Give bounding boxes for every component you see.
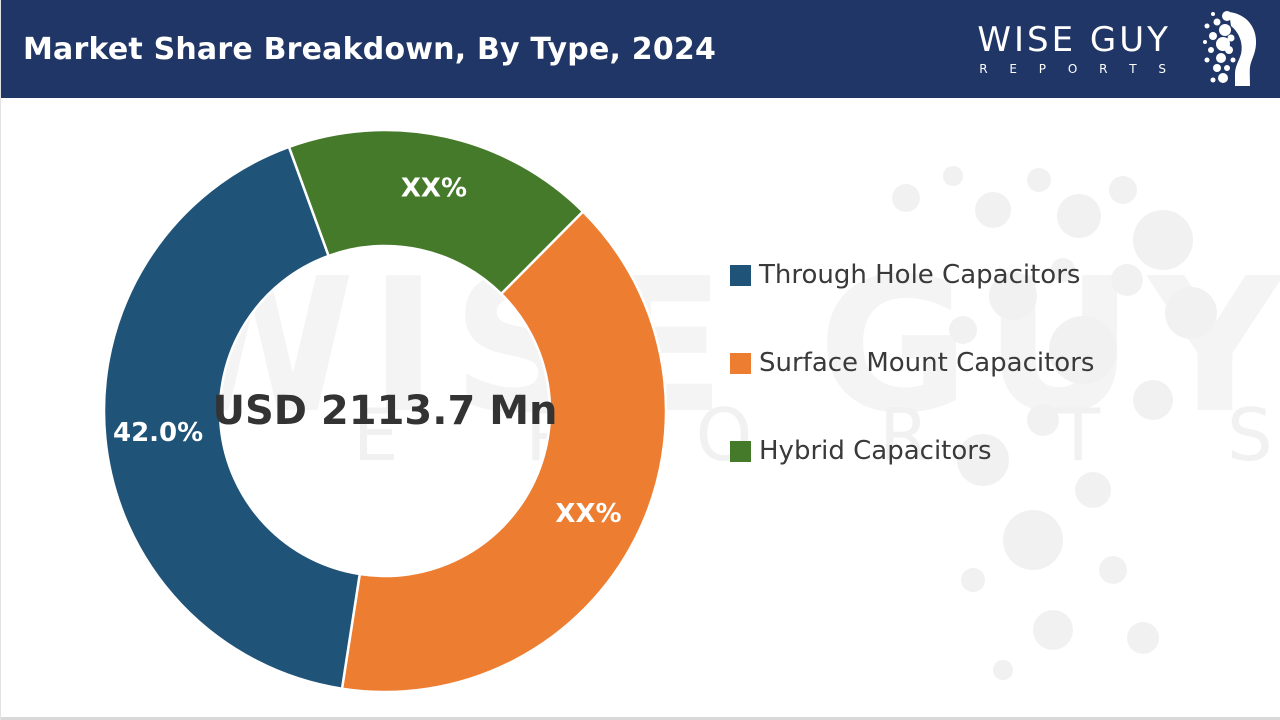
logo-wordmark-text: WISE GUY — [977, 19, 1171, 60]
legend-swatch-orange — [730, 352, 751, 374]
donut-center-label: USD 2113.7 Mn — [213, 388, 558, 434]
legend-label: Surface Mount Capacitors — [759, 348, 1095, 378]
bottom-border-line — [1, 717, 1280, 720]
header-bar: Market Share Breakdown, By Type, 2024 WI… — [1, 0, 1280, 98]
watermark-reports: R E P O R T S — [176, 393, 1280, 477]
legend: Through Hole Capacitors Surface Mount Ca… — [730, 260, 1094, 524]
logo-head-icon — [1203, 11, 1257, 86]
donut-slice — [102, 145, 362, 690]
slice-percent-label: XX% — [401, 173, 467, 203]
legend-item: Through Hole Capacitors — [730, 260, 1094, 290]
legend-swatch-green — [730, 440, 751, 462]
donut-chart: XX% XX% 42.0% USD 2113.7 Mn — [102, 128, 668, 694]
legend-swatch-blue — [730, 264, 751, 286]
chart-canvas: WISE GUY R E P O R T S XX% XX% 42.0% USD 21… — [1, 98, 1280, 717]
legend-item: Surface Mount Capacitors — [730, 348, 1094, 378]
donut-slice — [287, 128, 585, 296]
slice-percent-label: XX% — [555, 499, 621, 529]
page-title: Market Share Breakdown, By Type, 2024 — [23, 31, 717, 67]
legend-label: Hybrid Capacitors — [759, 436, 992, 466]
logo-reports-text: R E P O R T S — [979, 61, 1175, 76]
slice-percent-label: 42.0% — [113, 418, 203, 448]
watermark-head-dots — [892, 166, 1217, 680]
legend-item: Hybrid Capacitors — [730, 436, 1094, 466]
logo: WISE GUY R E P O R T S — [973, 6, 1261, 92]
donut-slice — [340, 210, 668, 694]
legend-label: Through Hole Capacitors — [759, 260, 1081, 290]
logo-wordmark: WISE GUY R E P O R T S — [973, 23, 1175, 76]
